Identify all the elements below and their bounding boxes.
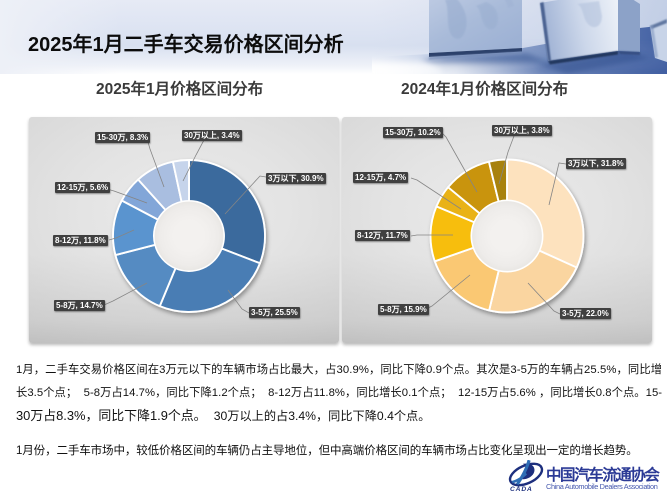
svg-text:CADA: CADA <box>510 486 533 493</box>
